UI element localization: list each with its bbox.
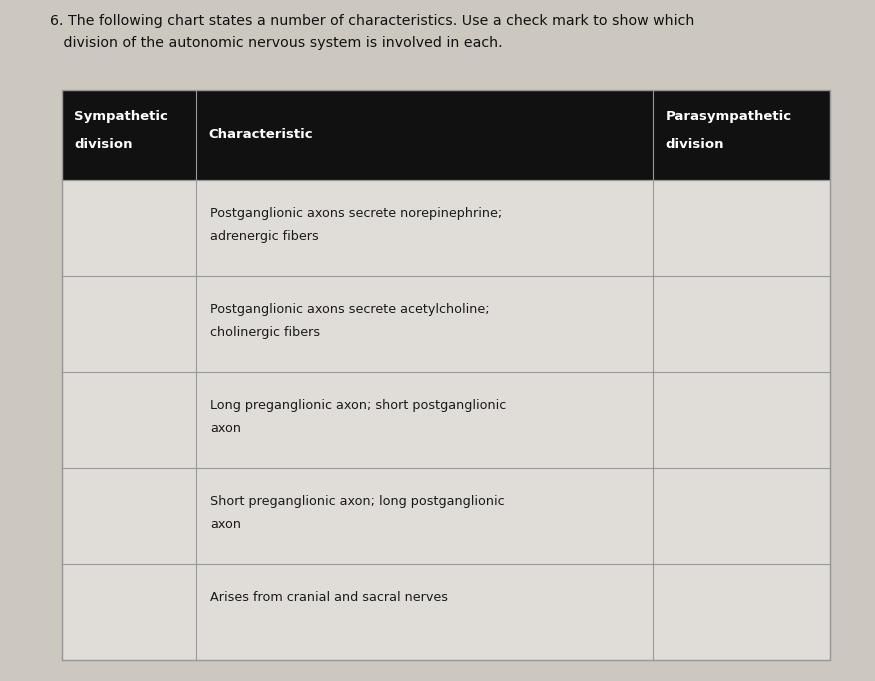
Bar xyxy=(62,372,830,468)
Text: Postganglionic axons secrete norepinephrine;
adrenergic fibers: Postganglionic axons secrete norepinephr… xyxy=(210,207,502,243)
Text: division of the autonomic nervous system is involved in each.: division of the autonomic nervous system… xyxy=(50,36,502,50)
Bar xyxy=(62,564,830,660)
Bar xyxy=(62,180,830,276)
Bar xyxy=(62,276,830,372)
Text: Characteristic: Characteristic xyxy=(208,129,313,142)
Text: division: division xyxy=(665,138,724,151)
Text: Parasympathetic: Parasympathetic xyxy=(665,110,792,123)
Text: Arises from cranial and sacral nerves: Arises from cranial and sacral nerves xyxy=(210,591,448,604)
Text: Sympathetic: Sympathetic xyxy=(74,110,168,123)
Bar xyxy=(62,468,830,564)
Text: Long preganglionic axon; short postganglionic
axon: Long preganglionic axon; short postgangl… xyxy=(210,399,507,435)
Bar xyxy=(62,90,830,180)
Text: Short preganglionic axon; long postganglionic
axon: Short preganglionic axon; long postgangl… xyxy=(210,495,505,531)
Bar xyxy=(62,90,830,660)
Text: Postganglionic axons secrete acetylcholine;
cholinergic fibers: Postganglionic axons secrete acetylcholi… xyxy=(210,303,490,339)
Text: division: division xyxy=(74,138,132,151)
Text: 6. The following chart states a number of characteristics. Use a check mark to s: 6. The following chart states a number o… xyxy=(50,14,695,28)
